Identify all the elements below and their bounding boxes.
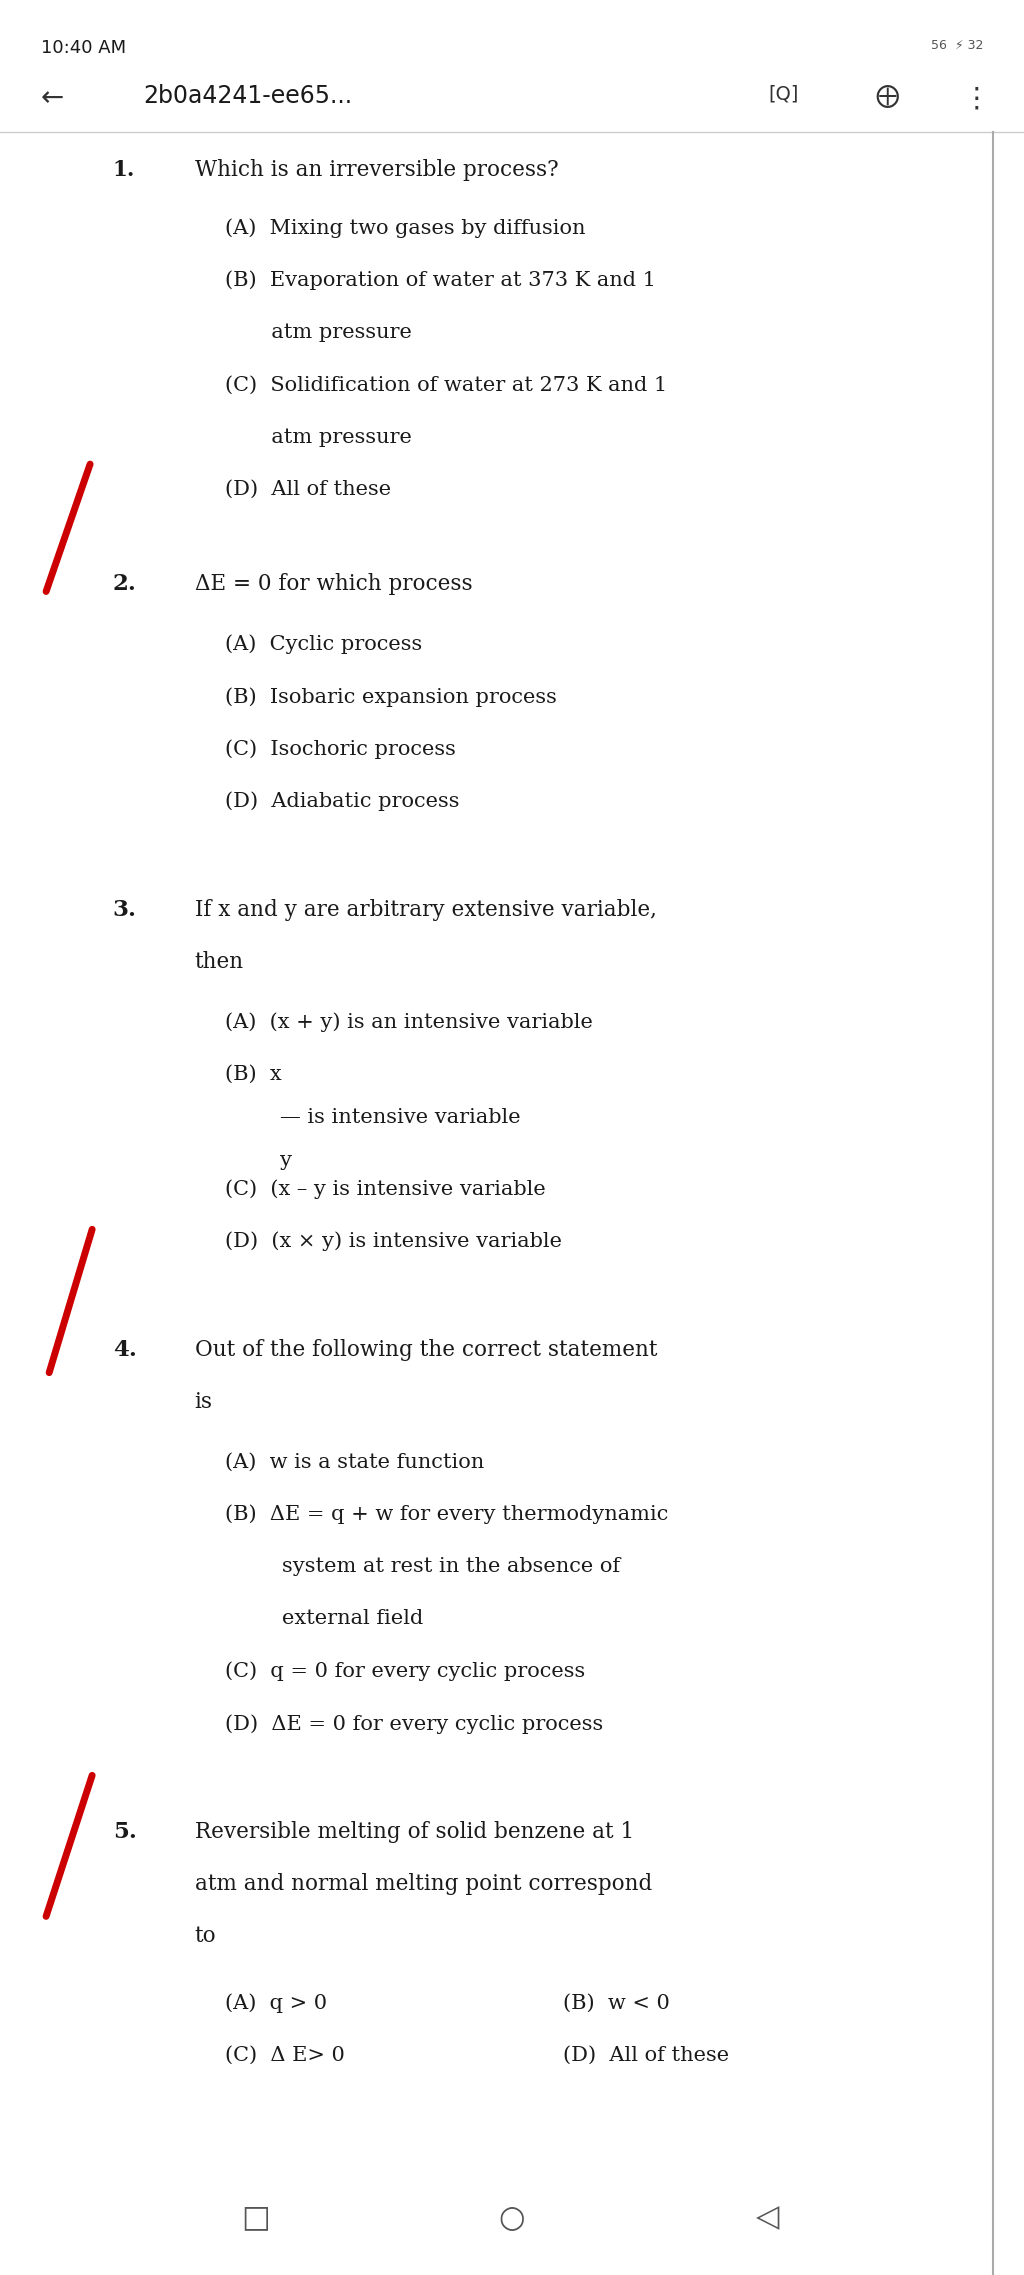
Text: (B)  Evaporation of water at 373 K and 1: (B) Evaporation of water at 373 K and 1: [225, 271, 656, 291]
Text: 2.: 2.: [113, 573, 136, 596]
Text: (A)  q > 0: (A) q > 0: [225, 1993, 328, 2013]
Text: 1.: 1.: [113, 159, 135, 182]
Text: atm pressure: atm pressure: [225, 428, 412, 446]
Text: (B)  Isobaric expansion process: (B) Isobaric expansion process: [225, 687, 557, 708]
Text: (B)  w < 0: (B) w < 0: [563, 1993, 670, 2013]
Text: to: to: [195, 1925, 216, 1947]
Text: (D)  All of these: (D) All of these: [225, 480, 391, 498]
Text: 56  ⚡ 32: 56 ⚡ 32: [931, 39, 983, 52]
Text: (D)  All of these: (D) All of these: [563, 2045, 729, 2066]
Text: (D)  ΔE = 0 for every cyclic process: (D) ΔE = 0 for every cyclic process: [225, 1713, 603, 1734]
Text: ⋮: ⋮: [963, 84, 990, 111]
Text: 3.: 3.: [113, 899, 136, 921]
Text: (B)  ΔE = q + w for every thermodynamic: (B) ΔE = q + w for every thermodynamic: [225, 1504, 669, 1524]
Text: (C)  Isochoric process: (C) Isochoric process: [225, 739, 456, 760]
Text: ⨁: ⨁: [876, 84, 899, 109]
Text: is: is: [195, 1390, 213, 1413]
Text: then: then: [195, 951, 244, 974]
Text: (C)  Δ E> 0: (C) Δ E> 0: [225, 2045, 345, 2066]
Text: (D)  (x × y) is intensive variable: (D) (x × y) is intensive variable: [225, 1231, 562, 1251]
Text: y: y: [280, 1151, 292, 1169]
Text: external field: external field: [282, 1608, 423, 1629]
Text: ΔE = 0 for which process: ΔE = 0 for which process: [195, 573, 472, 596]
Text: — is intensive variable: — is intensive variable: [280, 1108, 520, 1126]
Text: (C)  Solidification of water at 273 K and 1: (C) Solidification of water at 273 K and…: [225, 375, 668, 394]
Text: system at rest in the absence of: system at rest in the absence of: [282, 1556, 620, 1577]
Text: ◁: ◁: [757, 2204, 779, 2232]
Text: atm pressure: atm pressure: [225, 323, 412, 341]
Text: 2b0a4241-ee65...: 2b0a4241-ee65...: [143, 84, 352, 109]
Text: (D)  Adiabatic process: (D) Adiabatic process: [225, 792, 460, 812]
Text: (B)  x: (B) x: [225, 1065, 282, 1083]
Text: (A)  w is a state function: (A) w is a state function: [225, 1451, 484, 1472]
Text: 5.: 5.: [113, 1820, 136, 1843]
Text: (A)  Cyclic process: (A) Cyclic process: [225, 635, 423, 655]
Text: (A)  (x + y) is an intensive variable: (A) (x + y) is an intensive variable: [225, 1012, 593, 1033]
Text: 10:40 AM: 10:40 AM: [41, 39, 126, 57]
Text: Which is an irreversible process?: Which is an irreversible process?: [195, 159, 558, 182]
Text: □: □: [242, 2204, 270, 2232]
Text: ←: ←: [41, 84, 65, 111]
Text: (A)  Mixing two gases by diffusion: (A) Mixing two gases by diffusion: [225, 218, 586, 239]
Text: [Q]: [Q]: [768, 84, 799, 102]
Text: If x and y are arbitrary extensive variable,: If x and y are arbitrary extensive varia…: [195, 899, 656, 921]
Text: (C)  q = 0 for every cyclic process: (C) q = 0 for every cyclic process: [225, 1661, 586, 1681]
Text: Reversible melting of solid benzene at 1: Reversible melting of solid benzene at 1: [195, 1820, 634, 1843]
Text: 4.: 4.: [113, 1338, 136, 1360]
Text: Out of the following the correct statement: Out of the following the correct stateme…: [195, 1338, 657, 1360]
Text: ○: ○: [499, 2204, 525, 2232]
Text: (C)  (x – y is intensive variable: (C) (x – y is intensive variable: [225, 1178, 546, 1199]
Text: atm and normal melting point correspond: atm and normal melting point correspond: [195, 1872, 652, 1895]
